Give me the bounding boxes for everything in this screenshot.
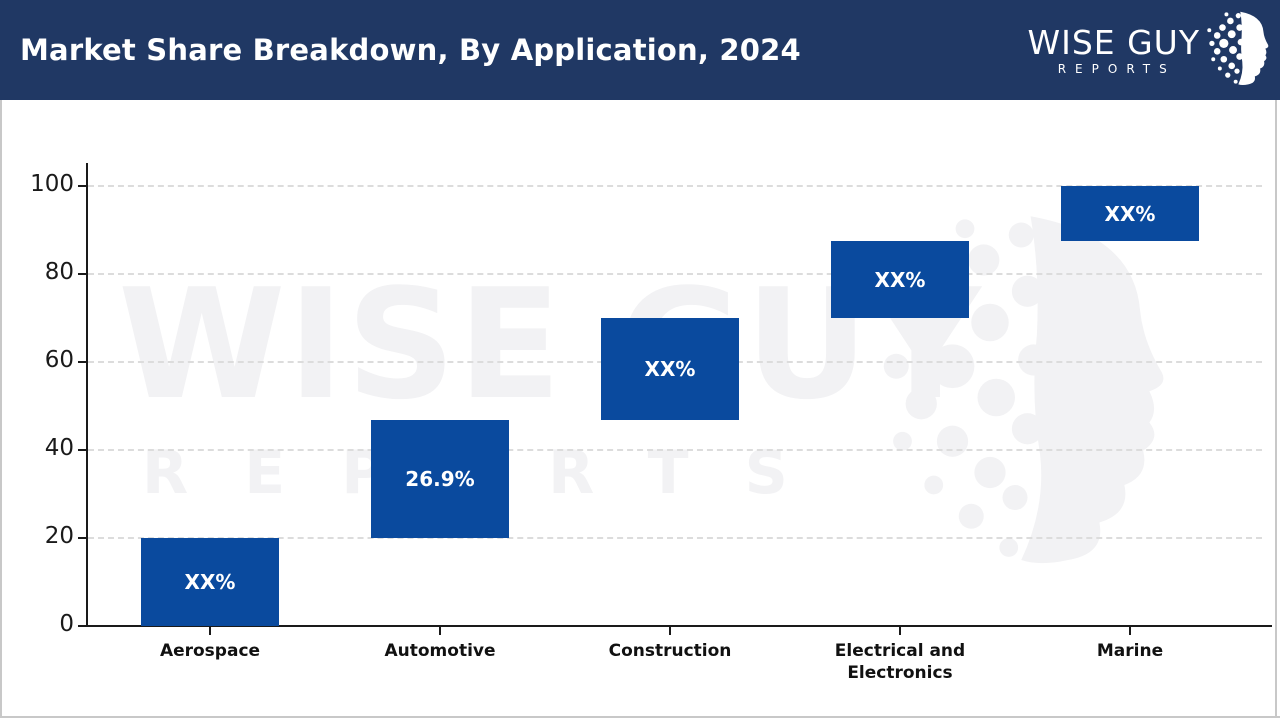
gridline-40 <box>88 449 1262 451</box>
bar-electrical-and-electronics: XX% <box>831 241 969 319</box>
y-tick-0 <box>78 625 86 627</box>
frame-left-border <box>0 100 2 718</box>
bar-automotive: 26.9% <box>371 419 509 538</box>
y-tick-80 <box>78 273 86 275</box>
x-tick-marine <box>1129 627 1131 635</box>
gridline-80 <box>88 273 1262 275</box>
y-tick-label-80: 80 <box>44 259 74 285</box>
x-tick-construction <box>669 627 671 635</box>
x-tick-label-electrical-and-electronics: Electrical and Electronics <box>834 641 966 684</box>
x-tick-label-marine: Marine <box>1096 641 1164 661</box>
frame-right-border <box>1275 100 1277 718</box>
y-tick-20 <box>78 537 86 539</box>
wiseguy-face-icon <box>1204 7 1270 93</box>
logo-name-label: WISE GUY <box>1027 22 1200 62</box>
x-tick-aerospace <box>209 627 211 635</box>
x-tick-electrical-and-electronics <box>899 627 901 635</box>
logo-sub-label: REPORTS <box>1057 61 1176 76</box>
y-axis-line <box>86 163 88 626</box>
gridline-20 <box>88 537 1262 539</box>
x-tick-label-construction: Construction <box>608 641 732 661</box>
y-tick-60 <box>78 361 86 363</box>
frame-bottom-border <box>0 716 1280 718</box>
page-title: Market Share Breakdown, By Application, … <box>20 33 801 67</box>
x-axis-line <box>86 625 1272 627</box>
x-tick-automotive <box>439 627 441 635</box>
bar-value-label: XX% <box>644 357 696 382</box>
gridline-100 <box>88 185 1262 187</box>
y-tick-label-40: 40 <box>44 435 74 461</box>
bar-construction: XX% <box>601 318 739 420</box>
bar-value-label: 26.9% <box>405 466 475 491</box>
x-tick-label-aerospace: Aerospace <box>159 641 261 661</box>
y-tick-40 <box>78 449 86 451</box>
y-tick-100 <box>78 185 86 187</box>
x-tick-label-automotive: Automotive <box>384 641 496 661</box>
bar-marine: XX% <box>1061 186 1199 241</box>
bar-value-label: XX% <box>184 570 236 594</box>
header-bar: Market Share Breakdown, By Application, … <box>0 0 1280 100</box>
bar-aerospace: XX% <box>141 538 279 626</box>
y-tick-label-60: 60 <box>44 347 74 373</box>
bar-value-label: XX% <box>874 267 926 292</box>
bar-value-label: XX% <box>1104 201 1156 226</box>
y-tick-label-20: 20 <box>44 523 74 549</box>
wiseguy-logo-text: WISE GUY REPORTS <box>1027 26 1200 75</box>
y-tick-label-0: 0 <box>59 611 74 637</box>
y-tick-label-100: 100 <box>30 171 74 197</box>
wiseguy-logo: WISE GUY REPORTS <box>1027 7 1270 93</box>
